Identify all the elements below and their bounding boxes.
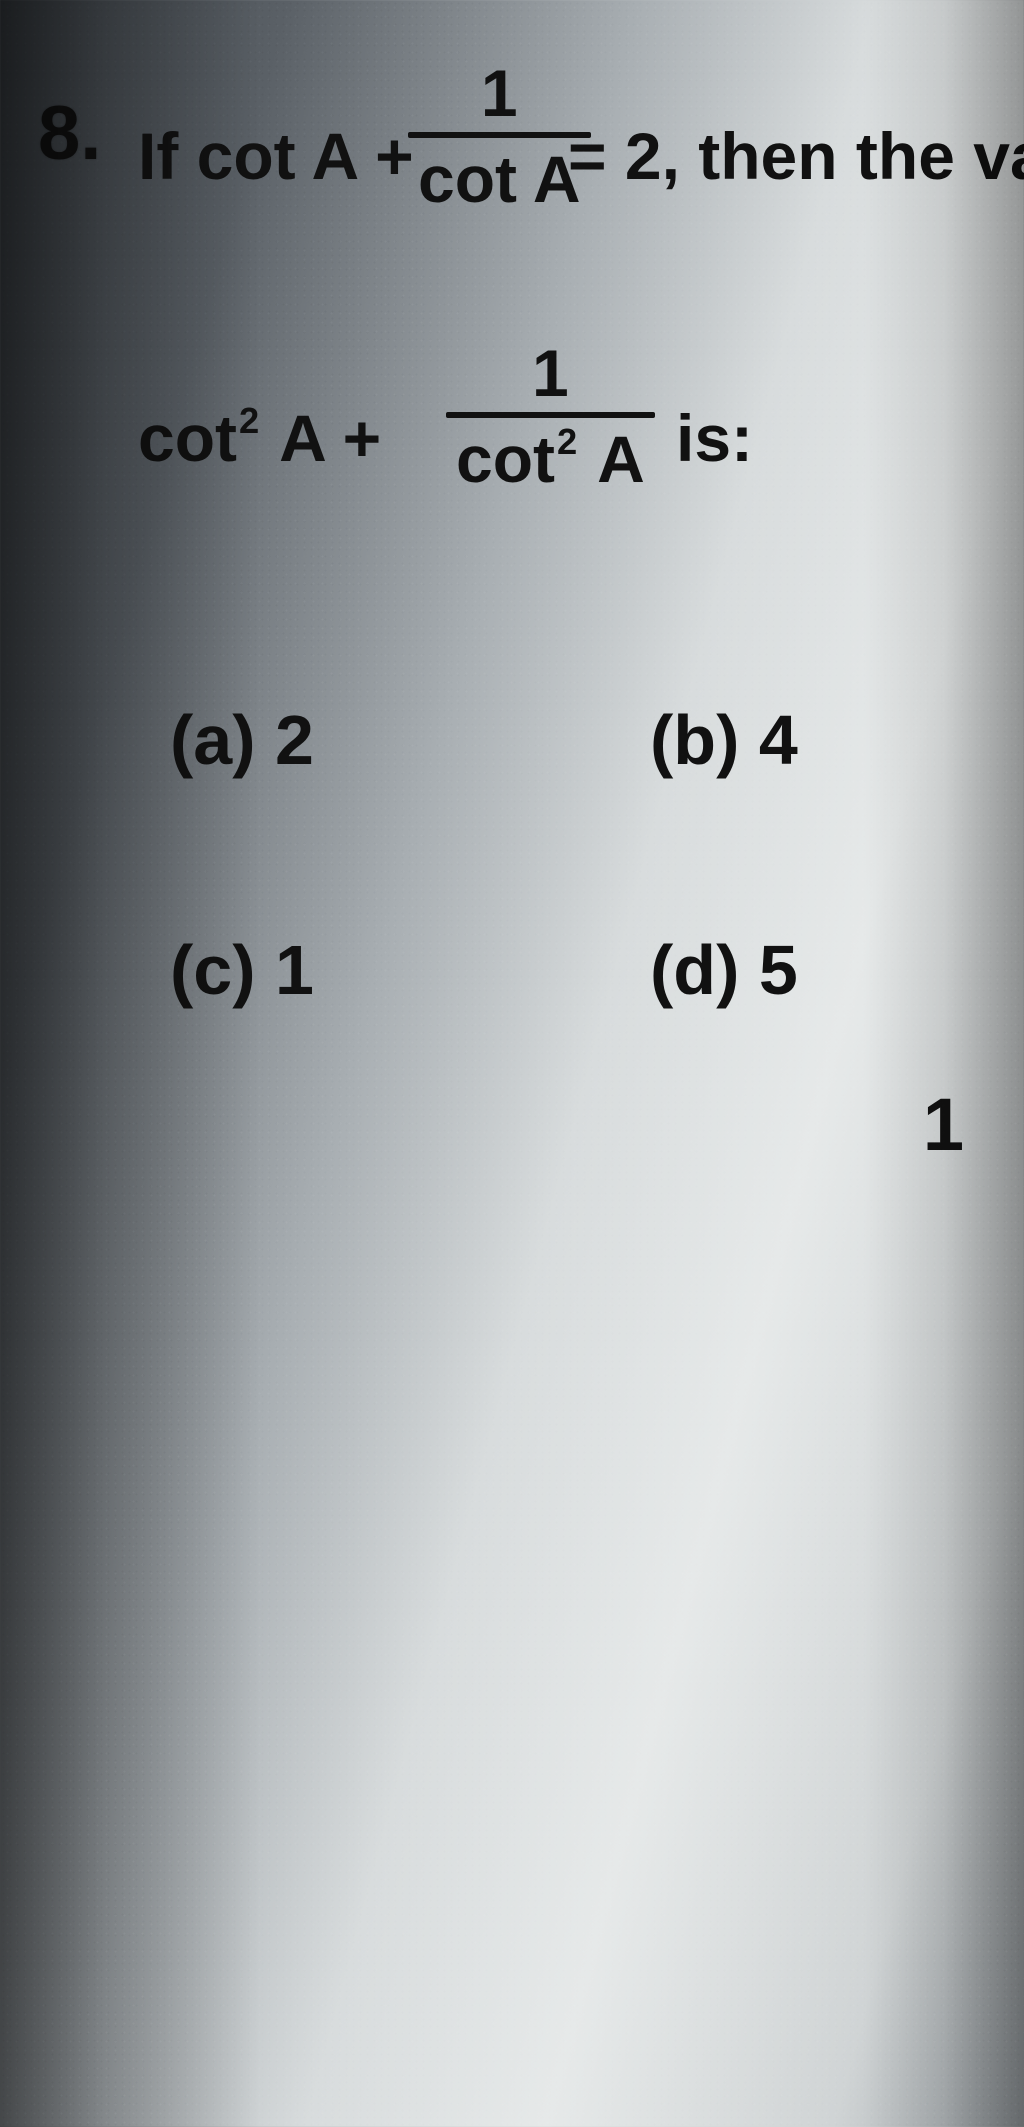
stem-is: is: bbox=[676, 400, 753, 476]
option-c-label: (c) bbox=[170, 931, 256, 1009]
fraction-numerator: 1 bbox=[446, 340, 655, 412]
fraction-denominator: cot A bbox=[408, 138, 591, 212]
option-a[interactable]: (a) 2 bbox=[170, 700, 470, 780]
option-a-label: (a) bbox=[170, 701, 256, 779]
den-a-text: A bbox=[581, 422, 645, 496]
question-stem-line-1: If cot A + 1 cot A = 2, then the value o… bbox=[138, 60, 998, 280]
fraction-1-over-cot-a: 1 cot A bbox=[408, 60, 591, 212]
den-exponent-2: 2 bbox=[557, 421, 577, 462]
stem-suffix: = 2, then the value of bbox=[568, 118, 1024, 194]
option-row-2: (c) 1 (d) 5 bbox=[170, 930, 950, 1010]
option-d-label: (d) bbox=[650, 931, 739, 1009]
stem-prefix: If cot A + bbox=[138, 118, 414, 194]
fraction-denominator: cot2 A bbox=[446, 418, 655, 492]
stray-page-mark: 1 bbox=[923, 1082, 964, 1167]
option-row-1: (a) 2 (b) 4 bbox=[170, 700, 950, 780]
question-stem-line-2: cot2 A + 1 cot2 A is: bbox=[138, 340, 998, 580]
den-cot-text: cot bbox=[456, 422, 555, 496]
option-b[interactable]: (b) 4 bbox=[650, 700, 950, 780]
a-text: A + bbox=[263, 401, 381, 475]
option-c[interactable]: (c) 1 bbox=[170, 930, 470, 1010]
option-d[interactable]: (d) 5 bbox=[650, 930, 950, 1010]
option-d-value: 5 bbox=[759, 931, 798, 1009]
fraction-1-over-cot2a: 1 cot2 A bbox=[446, 340, 655, 492]
fraction-numerator: 1 bbox=[408, 60, 591, 132]
options-block: (a) 2 (b) 4 (c) 1 (d) 5 bbox=[170, 700, 950, 1160]
cot-squared-a: cot2 A + bbox=[138, 400, 381, 476]
option-b-label: (b) bbox=[650, 701, 739, 779]
option-a-value: 2 bbox=[275, 701, 314, 779]
question-page: 8. If cot A + 1 cot A = 2, then the valu… bbox=[0, 0, 1024, 2127]
question-number: 8. bbox=[38, 90, 101, 177]
option-c-value: 1 bbox=[275, 931, 314, 1009]
cot-text: cot bbox=[138, 401, 237, 475]
option-b-value: 4 bbox=[759, 701, 798, 779]
exponent-2: 2 bbox=[239, 400, 259, 441]
